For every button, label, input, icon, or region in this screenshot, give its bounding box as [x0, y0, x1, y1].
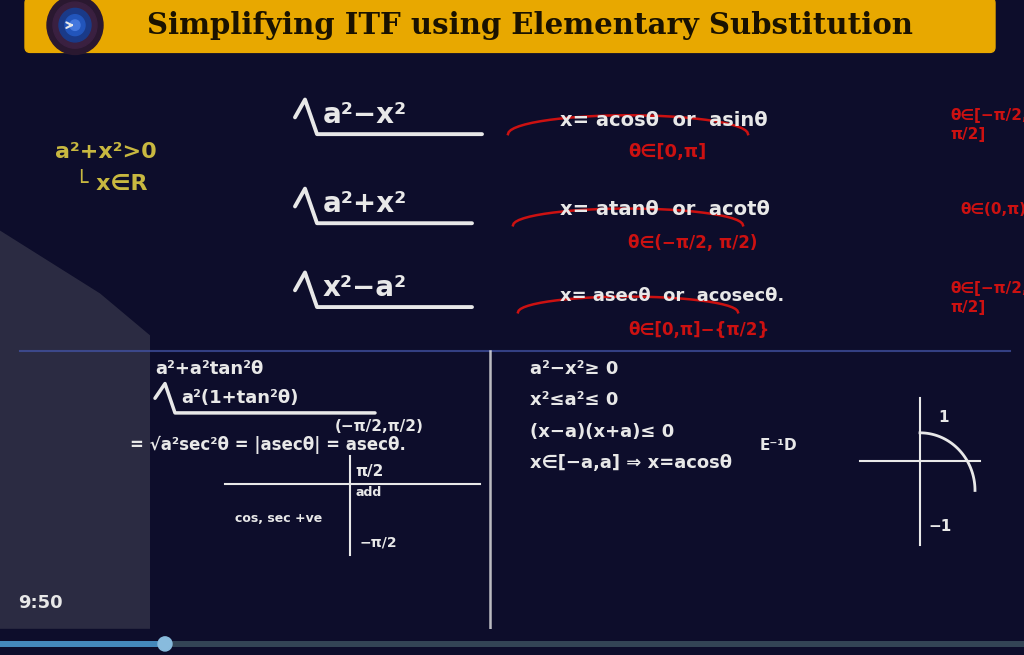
- Text: 9:50: 9:50: [18, 593, 62, 612]
- Text: −1: −1: [928, 519, 951, 534]
- Text: a²+a²tan²θ: a²+a²tan²θ: [155, 360, 263, 378]
- FancyBboxPatch shape: [25, 0, 995, 52]
- Text: θ∈[0,π]: θ∈[0,π]: [628, 143, 707, 161]
- Circle shape: [70, 20, 80, 30]
- Circle shape: [47, 0, 103, 54]
- Text: a²−x²: a²−x²: [323, 102, 408, 129]
- Text: π/2]: π/2]: [950, 126, 985, 141]
- Text: └ x∈R: └ x∈R: [75, 173, 147, 194]
- Text: θ∈[−π/2,: θ∈[−π/2,: [950, 108, 1024, 122]
- Text: θ∈[0,π]−{π/2}: θ∈[0,π]−{π/2}: [628, 321, 769, 339]
- Text: = √a²sec²θ = |asecθ| = asecθ.: = √a²sec²θ = |asecθ| = asecθ.: [130, 436, 406, 455]
- Text: 1: 1: [938, 409, 948, 424]
- Text: −π/2: −π/2: [360, 536, 397, 550]
- Text: π/2]: π/2]: [950, 299, 985, 314]
- Text: x∈[−a,a] ⇒ x=acosθ: x∈[−a,a] ⇒ x=acosθ: [530, 454, 732, 472]
- Text: a²−x²≥ 0: a²−x²≥ 0: [530, 360, 618, 378]
- Text: a²+x²: a²+x²: [323, 191, 408, 218]
- Text: θ∈[−π/2,: θ∈[−π/2,: [950, 281, 1024, 295]
- Text: θ∈(0,π): θ∈(0,π): [961, 202, 1024, 217]
- Circle shape: [65, 14, 85, 35]
- Text: x= atanθ  or  acotθ: x= atanθ or acotθ: [560, 200, 770, 219]
- Circle shape: [59, 9, 91, 42]
- Text: a²(1+tan²θ): a²(1+tan²θ): [181, 389, 298, 407]
- Circle shape: [53, 2, 97, 48]
- Text: θ∈(−π/2, π/2): θ∈(−π/2, π/2): [628, 234, 758, 252]
- Text: (x−a)(x+a)≤ 0: (x−a)(x+a)≤ 0: [530, 422, 674, 441]
- Text: x= asecθ  or  acosecθ.: x= asecθ or acosecθ.: [560, 286, 784, 305]
- Text: E⁻¹D: E⁻¹D: [760, 438, 798, 453]
- Text: x²≤a²≤ 0: x²≤a²≤ 0: [530, 391, 618, 409]
- Circle shape: [158, 637, 172, 651]
- Text: π/2: π/2: [355, 464, 383, 479]
- Bar: [0, 641, 1024, 647]
- Text: Simplifying ITF using Elementary Substitution: Simplifying ITF using Elementary Substit…: [147, 10, 913, 40]
- Text: x= acosθ  or  asinθ: x= acosθ or asinθ: [560, 111, 768, 130]
- Text: cos, sec +ve: cos, sec +ve: [234, 512, 323, 525]
- Polygon shape: [0, 231, 150, 629]
- Text: x²−a²: x²−a²: [323, 274, 408, 302]
- Text: add: add: [355, 486, 381, 499]
- Bar: [0, 641, 165, 647]
- Text: (−π/2,π/2): (−π/2,π/2): [335, 419, 424, 434]
- Text: a²+x²>0: a²+x²>0: [55, 142, 157, 162]
